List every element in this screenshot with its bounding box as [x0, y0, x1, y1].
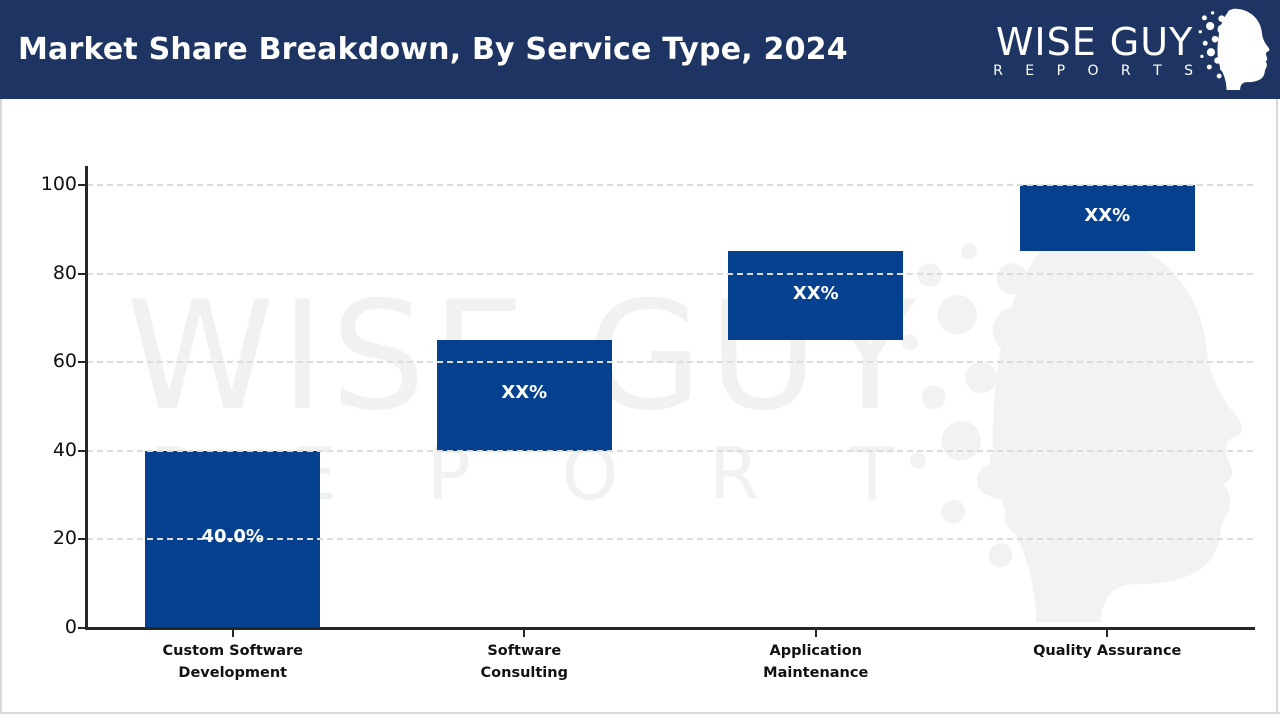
x-tick-2	[523, 630, 526, 637]
y-tick-80	[78, 272, 87, 275]
gridline-y60	[87, 361, 1253, 364]
y-axis-spine	[85, 166, 88, 630]
x-axis-spine	[85, 627, 1255, 630]
bar-4	[1019, 185, 1195, 252]
bar-value-label-2: XX%	[501, 382, 548, 404]
y-tick-label-80: 80	[52, 261, 77, 284]
brand-logo: WISE GUY R E P O R T S	[987, 6, 1270, 96]
brand-logo-text: WISE GUY R E P O R T S	[987, 19, 1202, 80]
x-category-label-1: Custom Software Development	[162, 643, 303, 681]
y-tick-label-40: 40	[52, 438, 77, 461]
y-tick-100	[78, 184, 87, 186]
y-tick-label-20: 20	[52, 527, 77, 550]
brand-logo-subname: R E P O R T S	[993, 63, 1202, 80]
y-tick-label-60: 60	[52, 350, 77, 373]
gridline-y80	[87, 272, 1253, 275]
x-category-label-3: Application Maintenance	[763, 643, 869, 681]
page-border-right	[1276, 0, 1278, 714]
y-tick-40	[78, 449, 87, 452]
x-tick-1	[231, 630, 234, 637]
bar-value-label-4: XX%	[1084, 205, 1131, 227]
bar-value-label-3: XX%	[792, 282, 839, 304]
gridline-y20	[87, 538, 1253, 541]
bar-3	[728, 251, 904, 341]
watermark-face-icon	[848, 220, 1248, 634]
bar-value-label-1: 40.0%	[201, 526, 264, 548]
y-tick-60	[78, 361, 87, 364]
x-tick-3	[814, 630, 817, 637]
bar-2	[436, 340, 612, 451]
page-border-bottom	[0, 712, 1280, 714]
gridline-y40	[87, 449, 1253, 452]
gridline-y100	[87, 184, 1253, 186]
x-tick-4	[1106, 630, 1109, 637]
page-title: Market Share Breakdown, By Service Type,…	[18, 32, 848, 67]
header-bar: Market Share Breakdown, By Service Type,…	[0, 0, 1280, 99]
brand-logo-name: WISE GUY	[995, 19, 1194, 64]
page-border-left	[0, 0, 2, 714]
y-tick-20	[78, 538, 87, 541]
y-tick-label-0: 0	[64, 616, 77, 638]
x-category-label-4: Quality Assurance	[1033, 643, 1182, 659]
x-category-label-2: Software Consulting	[480, 643, 568, 681]
y-tick-label-100: 100	[40, 173, 77, 195]
brand-face-icon	[1188, 6, 1270, 96]
y-tick-0	[78, 627, 87, 629]
